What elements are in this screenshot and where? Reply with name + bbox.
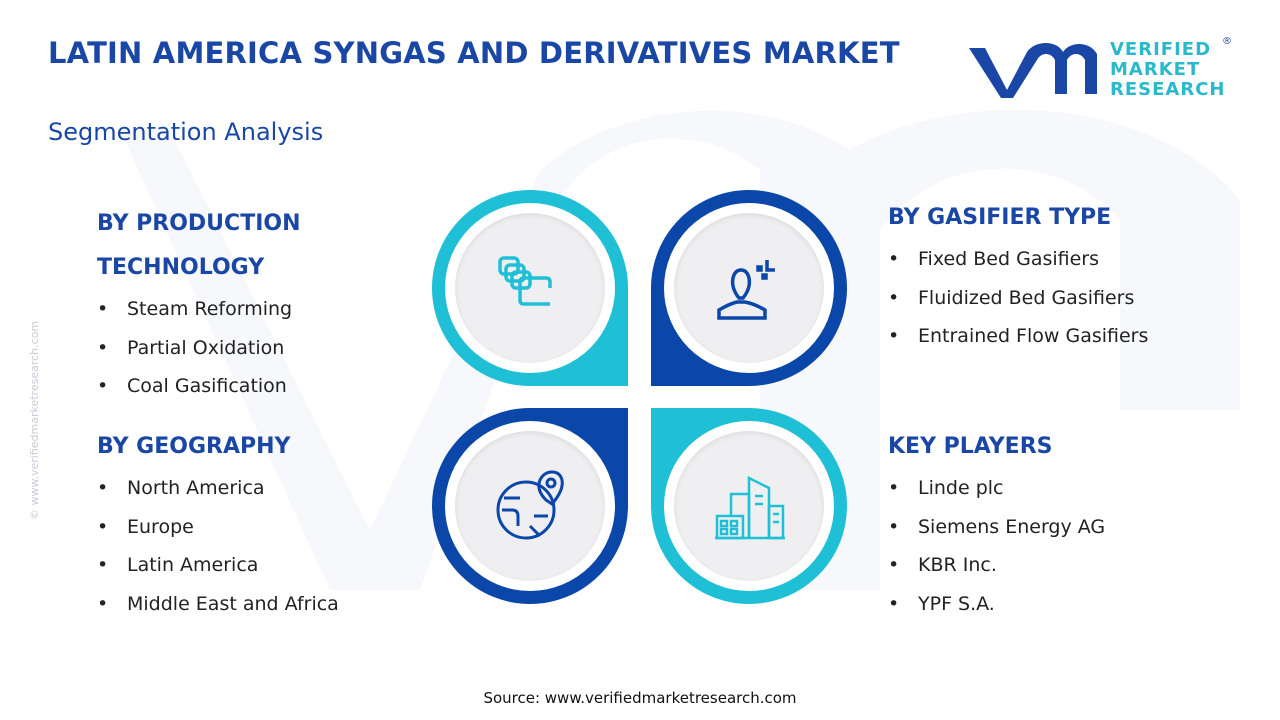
list-item: Fluidized Bed Gasifiers [888,279,1148,318]
list-item: Middle East and Africa [97,585,339,624]
list-item: Linde plc [888,469,1105,508]
segment-title: BY PRODUCTION TECHNOLOGY [97,211,301,280]
list-item: Entrained Flow Gasifiers [888,317,1148,356]
source-text: Source: www.verifiedmarketresearch.com [483,689,797,707]
segment-production-technology: BY PRODUCTION TECHNOLOGY Steam Reforming… [97,202,357,406]
petal-production-technology [432,190,628,386]
list-item: North America [97,469,339,508]
registered-mark: ® [1222,36,1232,47]
side-watermark: © www.verifiedmarketresearch.com [28,320,41,520]
list-item: Steam Reforming [97,290,357,329]
page-title: LATIN AMERICA SYNGAS AND DERIVATIVES MAR… [48,36,900,70]
buildings-icon [715,475,785,540]
segment-geography: BY GEOGRAPHY North AmericaEuropeLatin Am… [97,425,339,623]
list-item: Latin America [97,546,339,585]
segment-gasifier-type: BY GASIFIER TYPE Fixed Bed GasifiersFlui… [888,196,1148,356]
segment-title: BY GEOGRAPHY [97,434,291,459]
petal-gasifier-type [651,190,847,386]
list-item: Coal Gasification [97,367,357,406]
petal-geography [432,408,628,604]
logo-line1: VERIFIED [1110,39,1212,60]
vmr-logo [969,43,1097,98]
list-item: Partial Oxidation [97,329,357,368]
list-item: Siemens Energy AG [888,508,1105,547]
list-item: Fixed Bed Gasifiers [888,240,1148,279]
globe-pin-icon [496,470,564,540]
logo-text: VERIFIED MARKET RESEARCH [1110,40,1225,100]
segment-title: BY GASIFIER TYPE [888,205,1112,230]
segment-title: KEY PLAYERS [888,434,1053,459]
list-item: KBR Inc. [888,546,1105,585]
logo-line3: RESEARCH [1110,79,1226,100]
layers-icon [498,256,552,306]
logo-line2: MARKET [1110,59,1201,80]
page-subtitle: Segmentation Analysis [48,118,324,146]
list-item: Europe [97,508,339,547]
segment-key-players: KEY PLAYERS Linde plcSiemens Energy AGKB… [888,425,1105,623]
user-icon [717,260,775,320]
list-item: YPF S.A. [888,585,1105,624]
petal-key-players [651,408,847,604]
